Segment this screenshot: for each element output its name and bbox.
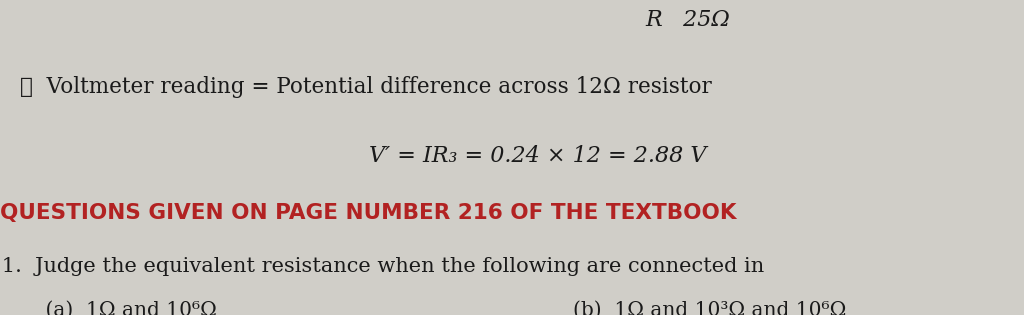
Text: .1.  Judge the equivalent resistance when the following are connected in: .1. Judge the equivalent resistance when… — [0, 257, 764, 276]
Text: V′ = IR₃ = 0.24 × 12 = 2.88 V: V′ = IR₃ = 0.24 × 12 = 2.88 V — [369, 145, 707, 167]
Text: (a)  1Ω and 10⁶Ω: (a) 1Ω and 10⁶Ω — [20, 301, 217, 315]
Text: (b)  1Ω and 10³Ω and 10⁶Ω: (b) 1Ω and 10³Ω and 10⁶Ω — [573, 301, 847, 315]
Text: R   25Ω: R 25Ω — [645, 9, 730, 32]
Text: ∴  Voltmeter reading = Potential difference across 12Ω resistor: ∴ Voltmeter reading = Potential differen… — [20, 76, 713, 98]
Text: QUESTIONS GIVEN ON PAGE NUMBER 216 OF THE TEXTBOOK: QUESTIONS GIVEN ON PAGE NUMBER 216 OF TH… — [0, 203, 736, 223]
